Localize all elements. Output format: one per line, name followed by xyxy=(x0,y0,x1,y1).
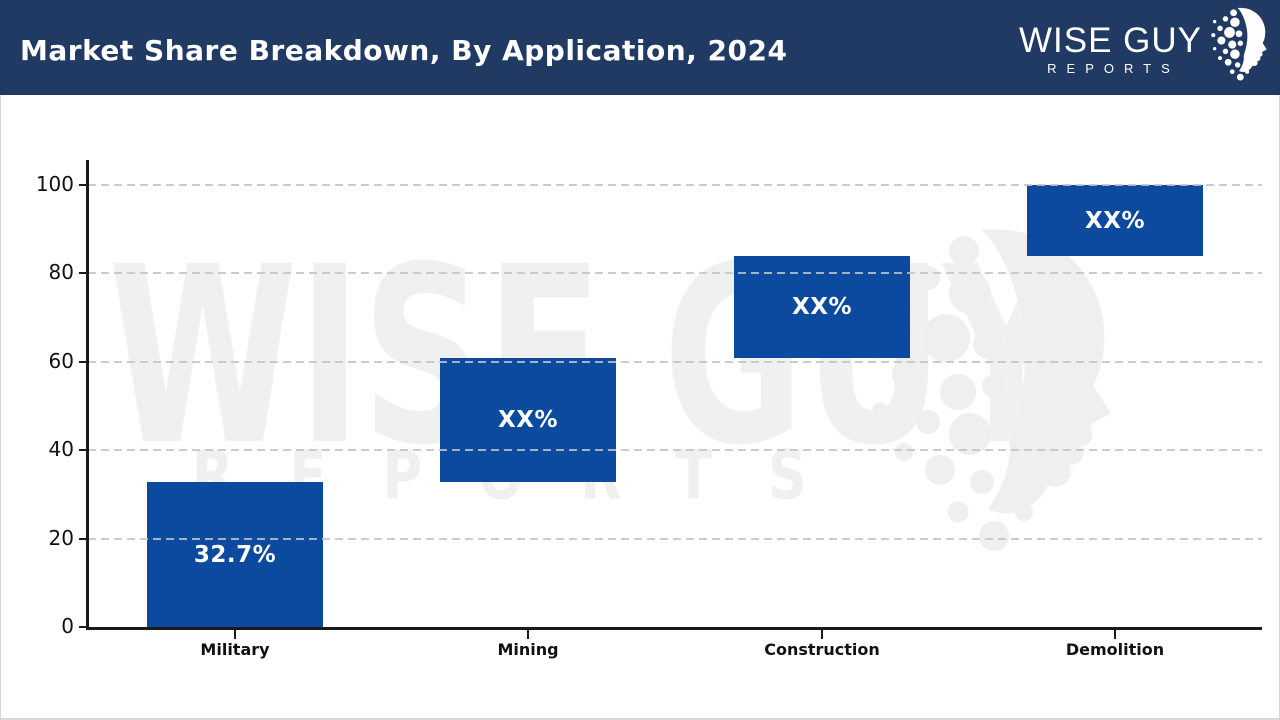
bar: 32.7% xyxy=(147,482,323,627)
page-border-left xyxy=(0,95,1,720)
y-tick-label: 60 xyxy=(48,348,74,373)
gridline xyxy=(88,272,1262,275)
bar-value-label: XX% xyxy=(497,407,558,433)
x-tick-label: Mining xyxy=(497,640,559,659)
bar: XX% xyxy=(440,358,616,482)
y-tick-mark xyxy=(79,272,88,275)
bar: XX% xyxy=(1027,185,1203,256)
bar: XX% xyxy=(734,256,910,358)
x-tick-mark xyxy=(1114,630,1116,639)
logo: WISE GUY REPORTS xyxy=(1019,4,1274,92)
x-tick-mark xyxy=(234,630,236,639)
logo-wordmark: WISE GUY xyxy=(1018,21,1202,61)
y-tick-label: 80 xyxy=(48,260,74,285)
y-tick-label: 0 xyxy=(61,614,74,638)
logo-face-icon xyxy=(1211,7,1267,81)
bar-value-label: XX% xyxy=(791,294,852,320)
x-tick-label: Demolition xyxy=(1065,640,1165,659)
logo-text: WISE GUY REPORTS xyxy=(1019,21,1202,74)
gridline xyxy=(88,360,1262,363)
x-axis-line xyxy=(86,627,1262,630)
x-tick-mark xyxy=(821,630,823,639)
y-tick-mark xyxy=(79,537,88,540)
y-tick-mark xyxy=(79,626,88,628)
header-band: Market Share Breakdown, By Application, … xyxy=(0,0,1280,95)
logo-subtitle: REPORTS xyxy=(1047,60,1180,76)
y-tick-label: 20 xyxy=(48,525,74,550)
y-axis-line xyxy=(86,160,89,627)
y-tick-mark xyxy=(79,449,88,452)
gridline xyxy=(88,537,1262,540)
bar-value-label: 32.7% xyxy=(193,541,277,568)
x-tick-label: Military xyxy=(200,640,270,659)
gridline xyxy=(88,449,1262,452)
y-tick-label: 100 xyxy=(35,172,74,196)
x-tick-mark xyxy=(527,630,529,639)
page-title: Market Share Breakdown, By Application, … xyxy=(20,34,788,67)
y-tick-mark xyxy=(79,184,88,186)
bar-value-label: XX% xyxy=(1084,207,1145,234)
page-border-bottom xyxy=(0,718,1280,720)
gridline xyxy=(88,184,1262,186)
y-tick-label: 40 xyxy=(48,437,74,462)
y-tick-mark xyxy=(79,360,88,363)
x-tick-label: Construction xyxy=(764,640,880,659)
